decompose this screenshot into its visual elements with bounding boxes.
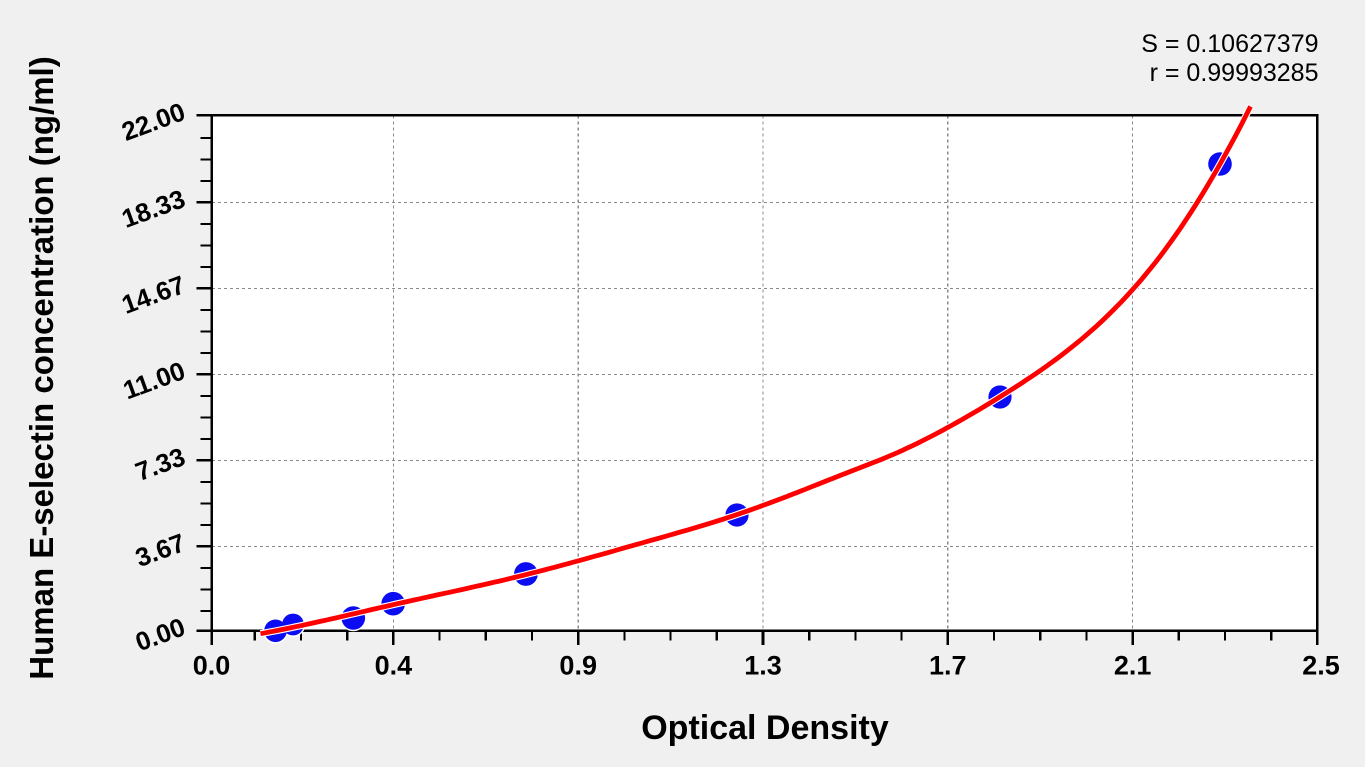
- svg-text:S = 0.10627379: S = 0.10627379: [1141, 30, 1318, 58]
- svg-text:0.9: 0.9: [559, 651, 597, 681]
- svg-text:1.3: 1.3: [744, 651, 782, 681]
- svg-text:Optical Density: Optical Density: [641, 709, 889, 747]
- svg-text:2.1: 2.1: [1114, 651, 1152, 681]
- svg-text:Human E-selectin concentration: Human E-selectin concentration (ng/ml): [23, 56, 60, 679]
- svg-text:0.4: 0.4: [375, 651, 413, 681]
- svg-text:1.7: 1.7: [929, 651, 967, 681]
- svg-text:r = 0.99993285: r = 0.99993285: [1150, 59, 1319, 87]
- svg-text:2.5: 2.5: [1302, 651, 1340, 681]
- svg-text:0.0: 0.0: [193, 651, 231, 681]
